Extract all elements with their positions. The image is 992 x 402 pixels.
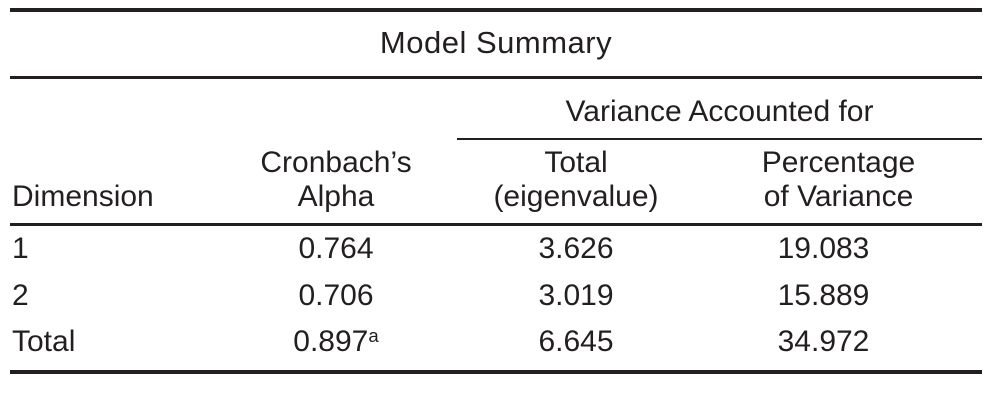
cell-dimension: 2 <box>12 278 29 312</box>
cell-dimension: 1 <box>12 232 29 266</box>
cell-cronbachs-alpha: 0.897a <box>215 319 457 374</box>
table-row-total: Total 0.897a 6.645 34.972 <box>10 319 982 374</box>
cell-percentage-of-variance: 19.083 <box>777 232 870 266</box>
col-header-total-eigenvalue-line2: (eigenvalue) <box>493 179 659 213</box>
spanner-row: Variance Accounted for <box>10 77 982 140</box>
col-header-total-eigenvalue-line1: Total <box>544 146 608 179</box>
span-header-variance-accounted-for: Variance Accounted for <box>457 77 982 140</box>
cell-cronbachs-alpha: 0.706 <box>298 278 374 312</box>
footnote-marker: a <box>368 325 379 347</box>
cell-total-eigenvalue: 6.645 <box>457 319 695 374</box>
table-title: Model Summary <box>10 8 982 79</box>
col-header-cronbachs-alpha-line2: Alpha <box>297 179 375 213</box>
cronbachs-alpha-total-value: 0.897 <box>293 325 369 359</box>
cell-cronbachs-alpha: 0.764 <box>298 232 374 266</box>
col-header-percentage-of-variance: Percentage of Variance <box>695 139 982 227</box>
cell-percentage-of-variance: 34.972 <box>695 319 982 374</box>
col-header-cronbachs-alpha-line1: Cronbach’s <box>260 146 412 179</box>
table-row-dimension-1: 1 0.764 3.626 19.083 <box>10 225 982 273</box>
cell-total-eigenvalue: 3.626 <box>538 232 614 266</box>
col-header-dimension-label: Dimension <box>12 179 154 213</box>
cell-total-eigenvalue: 3.019 <box>538 278 614 312</box>
col-header-percentage-of-variance-line2: of Variance <box>763 179 914 213</box>
col-header-cronbachs-alpha: Cronbach’s Alpha <box>215 139 457 227</box>
cell-dimension: Total <box>10 319 215 374</box>
model-summary-table: Model Summary Variance Accounted for Dim… <box>10 8 982 374</box>
column-header-row: Dimension Cronbach’s Alpha Total (eigenv… <box>10 139 982 227</box>
col-header-percentage-of-variance-line1: Percentage <box>761 146 916 179</box>
table-row-dimension-2: 2 0.706 3.019 15.889 <box>10 273 982 320</box>
col-header-total-eigenvalue: Total (eigenvalue) <box>457 139 695 227</box>
cell-percentage-of-variance: 15.889 <box>777 278 870 312</box>
title-row: Model Summary <box>10 8 982 79</box>
col-header-dimension: Dimension <box>10 139 215 227</box>
spanner-empty-cell <box>10 78 457 140</box>
